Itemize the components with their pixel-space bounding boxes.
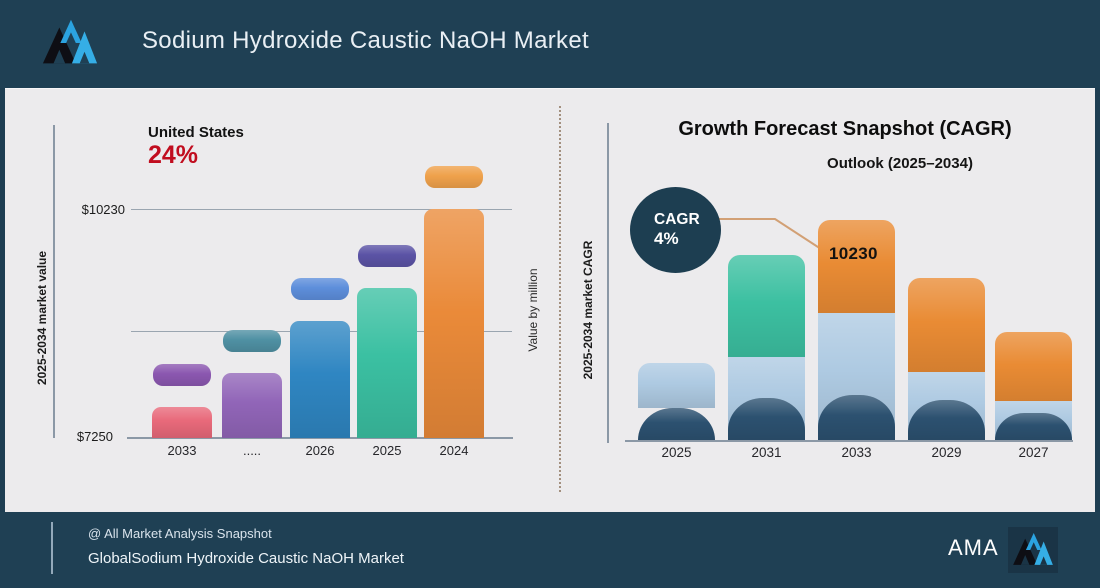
right-bar-2027	[995, 332, 1072, 440]
right-chart-title: Growth Forecast Snapshot (CAGR)	[678, 118, 1012, 140]
left-bar-.....	[222, 373, 282, 438]
left-bar-cap-2033	[153, 364, 211, 386]
infographic-panel: 2025-2034 market value United States 24%…	[5, 88, 1095, 512]
left-bar-2024	[424, 209, 484, 438]
right-bar-segment-navy	[638, 408, 715, 440]
footer-brand-text: AMA	[948, 535, 999, 560]
left-bar-cap-.....	[223, 330, 281, 352]
left-xtick-2026: 2026	[305, 443, 335, 458]
left-chart-gridline-top	[131, 209, 512, 210]
right-chart-y-axis-line	[607, 123, 609, 443]
cagr-badge: CAGR 4%	[630, 187, 721, 273]
footer-logo-box	[1008, 527, 1058, 573]
right-bar-2025	[638, 363, 715, 440]
left-bar-2026	[290, 321, 350, 438]
left-xtick-.....: .....	[242, 443, 262, 458]
right-bar-segment-navy	[818, 395, 895, 440]
right-bar-segment-orange	[818, 220, 895, 317]
left-bar-2033	[152, 407, 212, 438]
left-xtick-2033: 2033	[167, 443, 197, 458]
right-chart-x-axis-line	[625, 440, 1073, 442]
right-bar-value-label: 10230	[829, 244, 878, 263]
header-bar: Sodium Hydroxide Caustic NaOH Market	[0, 0, 1100, 88]
right-chart-subtitle: Outlook (2025–2034)	[827, 155, 973, 172]
left-chart-ytick-bottom: $7250	[76, 429, 113, 444]
left-bar-cap-2025	[358, 245, 416, 267]
right-bar-2031	[728, 255, 805, 440]
left-chart-region-label: United States	[148, 124, 244, 141]
right-xtick-2033: 2033	[841, 445, 872, 460]
right-bar-segment-navy	[908, 400, 985, 440]
right-bar-2029	[908, 278, 985, 440]
footer-bar: @ All Market Analysis Snapshot GlobalSod…	[0, 512, 1100, 588]
left-xtick-2025: 2025	[372, 443, 402, 458]
left-xtick-2024: 2024	[439, 443, 469, 458]
left-bar-cap-2026	[291, 278, 349, 300]
right-bar-segment-navy	[995, 413, 1072, 440]
footer-snapshot-text: @ All Market Analysis Snapshot	[88, 526, 272, 541]
ama-logo-icon	[1013, 532, 1053, 565]
right-xtick-2029: 2029	[931, 445, 962, 460]
left-bar-cap-2024	[425, 166, 483, 188]
right-chart-y-axis-label: 2025-2034 market CAGR	[581, 240, 595, 380]
footer-market-text: GlobalSodium Hydroxide Caustic NaOH Mark…	[88, 550, 404, 567]
left-chart-y-axis-label: 2025-2034 market value	[35, 250, 49, 386]
page-title: Sodium Hydroxide Caustic NaOH Market	[142, 27, 589, 54]
cagr-badge-value: 4%	[654, 229, 679, 249]
cagr-badge-label: CAGR	[654, 211, 700, 229]
right-xtick-2025: 2025	[661, 445, 692, 460]
left-bar-2025	[357, 288, 417, 438]
divider-dotted-line	[559, 106, 561, 492]
right-bar-segment-orange	[995, 332, 1072, 405]
right-bar-2033: 10230	[818, 220, 895, 440]
ama-logo-icon	[42, 19, 98, 64]
footer-separator	[51, 522, 53, 574]
right-xtick-2027: 2027	[1018, 445, 1049, 460]
right-bar-segment-orange	[908, 278, 985, 376]
right-bar-segment-navy	[728, 398, 805, 440]
left-chart-y-axis-line	[53, 125, 55, 438]
left-chart-ytick-top: $10230	[81, 202, 125, 217]
right-xtick-2031: 2031	[751, 445, 782, 460]
left-chart-region-value: 24%	[148, 141, 199, 169]
middle-left-axis-label: Value by million	[526, 268, 540, 352]
right-bar-segment-teal	[728, 255, 805, 361]
right-bar-segment-lightblue	[638, 363, 715, 408]
